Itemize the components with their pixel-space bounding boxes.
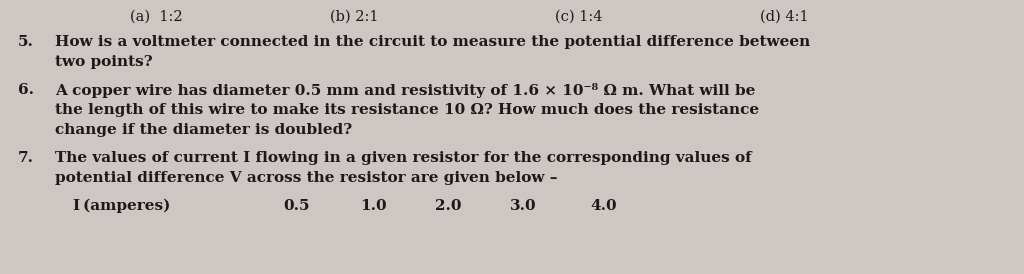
Text: 5.: 5. [18, 35, 34, 49]
Text: potential difference V across the resistor are given below –: potential difference V across the resist… [55, 171, 557, 185]
Text: change if the diameter is doubled?: change if the diameter is doubled? [55, 123, 352, 137]
Text: (d) 4:1: (d) 4:1 [760, 10, 809, 24]
Text: 1.0: 1.0 [360, 199, 387, 213]
Text: The values of current I flowing in a given resistor for the corresponding values: The values of current I flowing in a giv… [55, 151, 752, 165]
Text: two points?: two points? [55, 55, 153, 69]
Text: (b) 2:1: (b) 2:1 [330, 10, 379, 24]
Text: 4.0: 4.0 [590, 199, 616, 213]
Text: How is a voltmeter connected in the circuit to measure the potential difference : How is a voltmeter connected in the circ… [55, 35, 810, 49]
Text: the length of this wire to make its resistance 10 Ω? How much does the resistanc: the length of this wire to make its resi… [55, 103, 759, 117]
Text: 0.5: 0.5 [283, 199, 309, 213]
Text: 3.0: 3.0 [510, 199, 537, 213]
Text: 7.: 7. [18, 151, 34, 165]
Text: I (amperes): I (amperes) [73, 199, 170, 213]
Text: 2.0: 2.0 [435, 199, 462, 213]
Text: 6.: 6. [18, 83, 34, 97]
Text: A copper wire has diameter 0.5 mm and resistivity of 1.6 × 10⁻⁸ Ω m. What will b: A copper wire has diameter 0.5 mm and re… [55, 83, 756, 98]
Text: (a)  1:2: (a) 1:2 [130, 10, 182, 24]
Text: (c) 1:4: (c) 1:4 [555, 10, 602, 24]
